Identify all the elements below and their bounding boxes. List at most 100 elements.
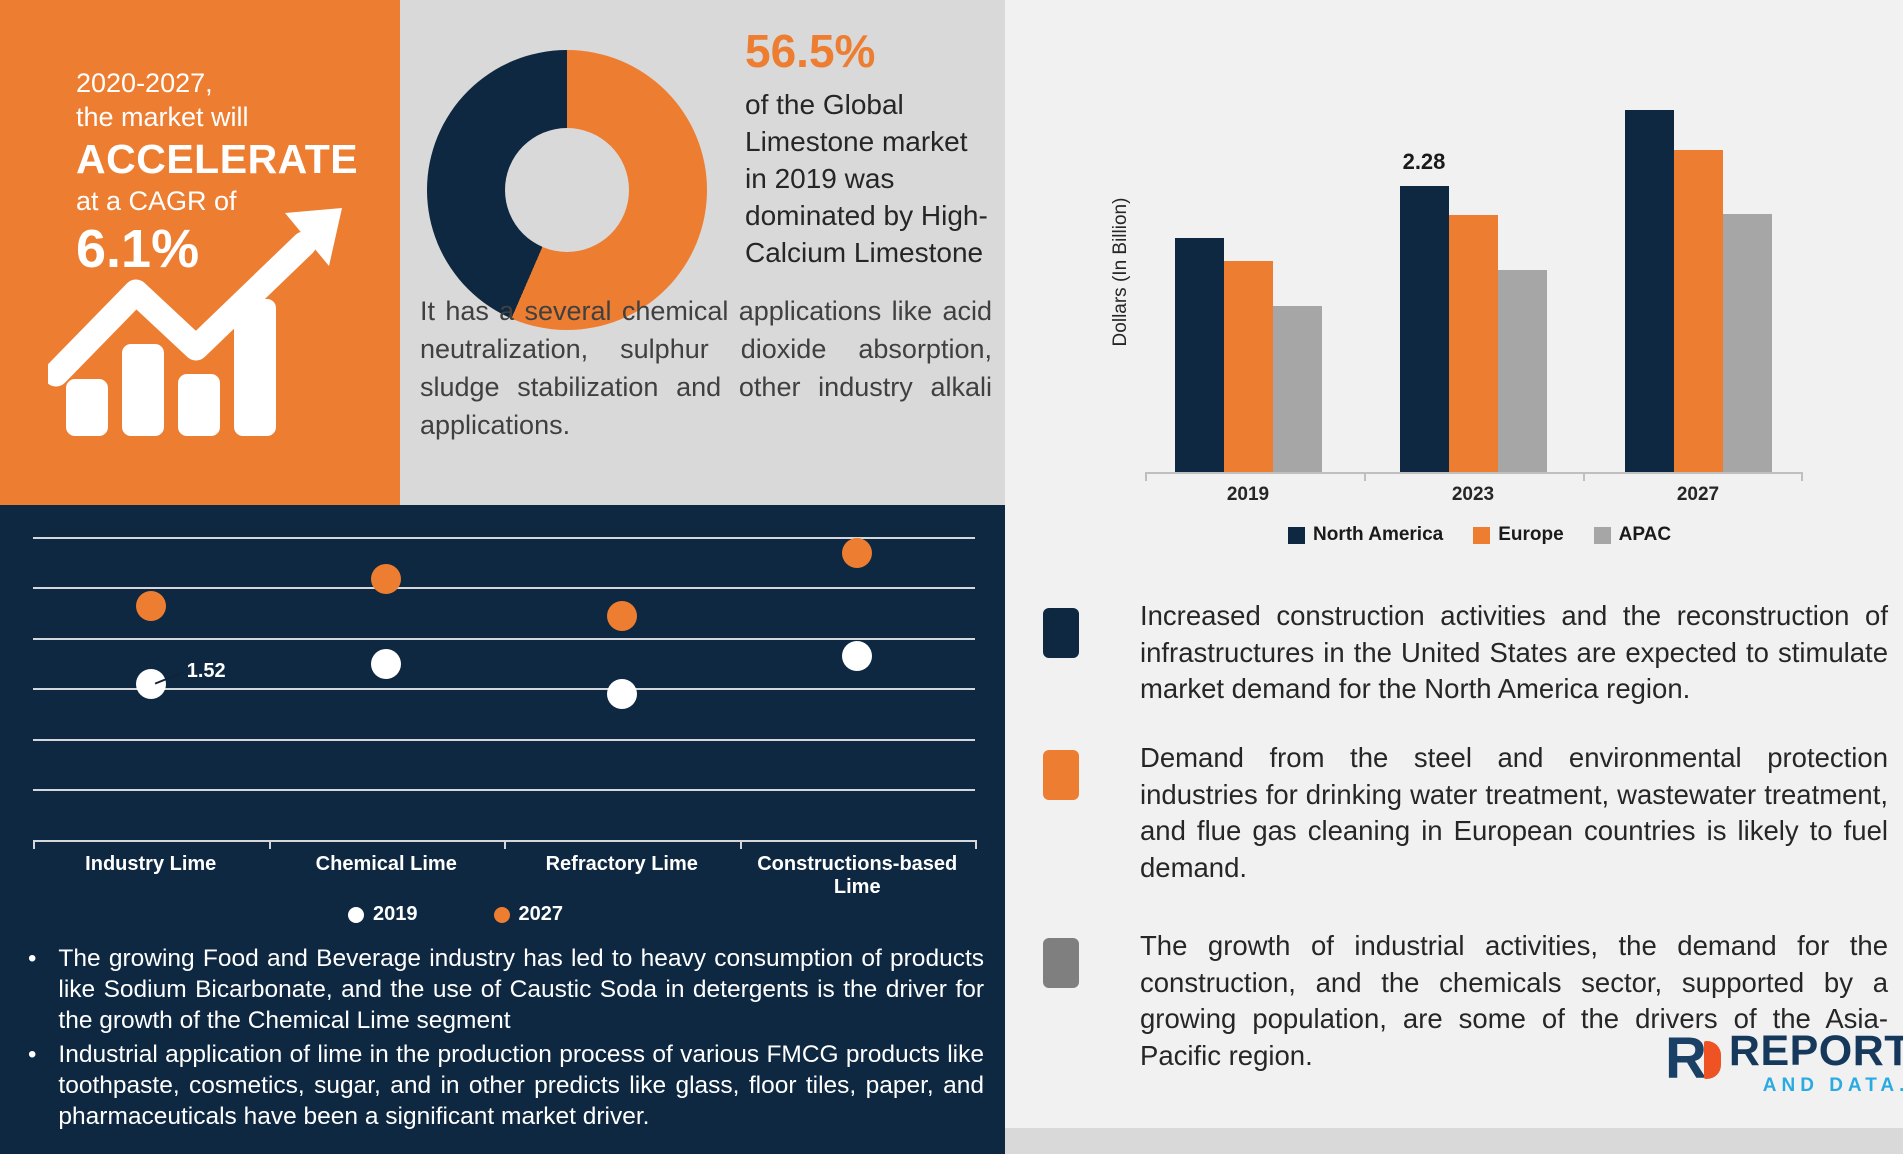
- cagr-label: at a CAGR of: [76, 186, 237, 216]
- bullet-glyph: •: [28, 945, 37, 972]
- bar-axis-tick: [1583, 472, 1585, 481]
- scatter-axis-tick: [975, 840, 977, 849]
- applications-paragraph: It has a several chemical applications l…: [420, 296, 992, 440]
- bullet-apac: The growth of industrial activities, the…: [1043, 928, 1888, 1074]
- legend-dot-icon: [348, 906, 364, 923]
- bar-Europe-2027: [1673, 149, 1723, 472]
- scatter-category-label: Constructions-based Lime: [757, 853, 958, 898]
- legend-swatch-icon: [1593, 526, 1611, 544]
- reports-and-data-logo: R REPORTS AND DATA....: [1665, 1030, 1903, 1097]
- scatter-legend-item-2019: 2019: [348, 903, 418, 926]
- bar-APAC-2027: [1722, 213, 1772, 472]
- scatter-axis-tick: [504, 840, 506, 849]
- donut-chart: [427, 50, 707, 330]
- bar-axis-line: [1145, 472, 1803, 474]
- scatter-legend: 2019 2027: [348, 903, 563, 926]
- bar-yaxis-label: Dollars (In Billion): [1110, 197, 1131, 347]
- bar-axis-tick: [1364, 472, 1366, 481]
- bar-x-label: 2019: [1226, 484, 1270, 505]
- legend-label: APAC: [1618, 524, 1672, 545]
- bullet-europe: Demand from the steel and environmental …: [1043, 740, 1888, 886]
- bar-legend-item-APAC: APAC: [1593, 524, 1672, 546]
- scatter-gridline: [33, 637, 975, 640]
- scatter-gridline: [33, 789, 975, 791]
- logo-mark-letter: R: [1665, 1026, 1707, 1091]
- scatter-axis-tick: [33, 840, 35, 849]
- left-bullet-list: • The growing Food and Beverage industry …: [28, 943, 984, 1135]
- bar-APAC-2023: [1497, 270, 1547, 472]
- bar-North America-2023: [1399, 186, 1449, 472]
- bar-Europe-2023: [1448, 214, 1498, 472]
- scatter-axis-tick: [268, 840, 271, 849]
- bar-APAC-2019: [1272, 306, 1322, 472]
- scatter-category-label: Refractory Lime: [545, 853, 698, 875]
- cagr-line2: the market will: [76, 102, 249, 132]
- bar-legend-item-Europe: Europe: [1473, 524, 1564, 546]
- scatter-axis-tick: [739, 840, 742, 849]
- bullet-apac-text: The growth of industrial activities, the…: [1140, 930, 1888, 1071]
- bar-axis-tick: [1145, 472, 1147, 481]
- scatter-dot-2027: [371, 564, 402, 595]
- bar-Europe-2019: [1223, 261, 1273, 472]
- cagr-value: 6.1%: [76, 219, 200, 279]
- logo-mark-d-shape: [1703, 1041, 1721, 1079]
- segment-scatter-chart: Industry Lime Chemical Lime Refractory Lim…: [0, 505, 1005, 965]
- bullet-glyph: •: [28, 1041, 37, 1068]
- left-bullet-text: Industrial application of lime in the pr…: [58, 1041, 984, 1130]
- scatter-dot-2027: [135, 590, 166, 621]
- segment-scatter-panel: Industry Lime Chemical Lime Refractory Lim…: [0, 505, 1005, 1154]
- left-bullet-item: • The growing Food and Beverage industry …: [28, 943, 984, 1036]
- scatter-dot-2027: [606, 600, 637, 631]
- legend-swatch-icon: [1473, 526, 1491, 544]
- bullet-europe-text: Demand from the steel and environmental …: [1140, 742, 1888, 883]
- legend-dot-icon: [493, 906, 510, 923]
- cagr-text-block: 2020-2027, the market will ACCELERATE at…: [76, 66, 358, 280]
- scatter-data-label: 1.52: [186, 660, 226, 683]
- bar-legend-item-North America: North America: [1288, 524, 1443, 546]
- cagr-panel: 2020-2027, the market will ACCELERATE at…: [0, 0, 400, 505]
- bar-x-label: 2027: [1676, 484, 1720, 505]
- bottom-gray-strip: [1005, 1128, 1903, 1154]
- bullet-north-america-text: Increased construction activities and th…: [1140, 600, 1888, 704]
- scatter-dot-2019: [371, 649, 402, 679]
- cagr-period: 2020-2027,: [76, 68, 213, 98]
- cagr-accelerate: ACCELERATE: [76, 136, 359, 182]
- legend-swatch-icon: [1288, 526, 1305, 544]
- bar-axis-tick: [1801, 472, 1803, 481]
- left-bullet-item: • Industrial application of lime in the p…: [28, 1039, 984, 1132]
- scatter-category-label: Industry Lime: [85, 853, 217, 875]
- scatter-dot-2019: [606, 679, 637, 710]
- scatter-dot-2019: [842, 640, 873, 671]
- growth-arrow-icon: [48, 208, 342, 436]
- legend-label: 2027: [518, 903, 564, 925]
- donut-panel: 56.5% of the Global Limestone market in …: [400, 0, 1005, 505]
- regional-panel: Dollars (In Billion) 2019 2023 2027 2.28 No…: [1005, 0, 1903, 1154]
- north-america-swatch: [1043, 608, 1079, 658]
- logo-title: REPORTS: [1728, 1027, 1903, 1075]
- scatter-gridline: [33, 537, 975, 539]
- legend-label: Europe: [1498, 524, 1564, 545]
- left-bullet-text: The growing Food and Beverage industry h…: [58, 945, 984, 1034]
- apac-swatch: [1043, 938, 1079, 988]
- donut-headline-text: of the Global Limestone market in 2019 w…: [745, 89, 988, 268]
- logo-mark-icon: R: [1665, 1030, 1721, 1088]
- scatter-category-label: Chemical Lime: [315, 853, 457, 875]
- bar-x-label: 2023: [1451, 484, 1495, 505]
- logo-subtitle: AND DATA....: [1762, 1075, 1903, 1096]
- bar-legend: North America Europe APAC: [1288, 524, 1671, 546]
- scatter-legend-item-2027: 2027: [493, 903, 564, 926]
- scatter-gridline: [33, 688, 975, 691]
- bar-North America-2027: [1624, 109, 1674, 472]
- scatter-gridline: [33, 587, 975, 590]
- europe-swatch: [1043, 750, 1079, 800]
- scatter-gridline: [33, 738, 975, 741]
- bullet-north-america: Increased construction activities and th…: [1043, 598, 1888, 708]
- bar-data-label: 2.28: [1402, 149, 1446, 175]
- scatter-dot-2019: [135, 669, 166, 700]
- bar-North America-2019: [1174, 237, 1224, 472]
- legend-label: 2019: [373, 903, 418, 925]
- donut-headline-value: 56.5%: [745, 25, 876, 77]
- legend-label: North America: [1313, 524, 1444, 545]
- regional-bar-chart: 2019 2023 2027 2.28: [1140, 80, 1810, 505]
- scatter-dot-2027: [842, 538, 873, 569]
